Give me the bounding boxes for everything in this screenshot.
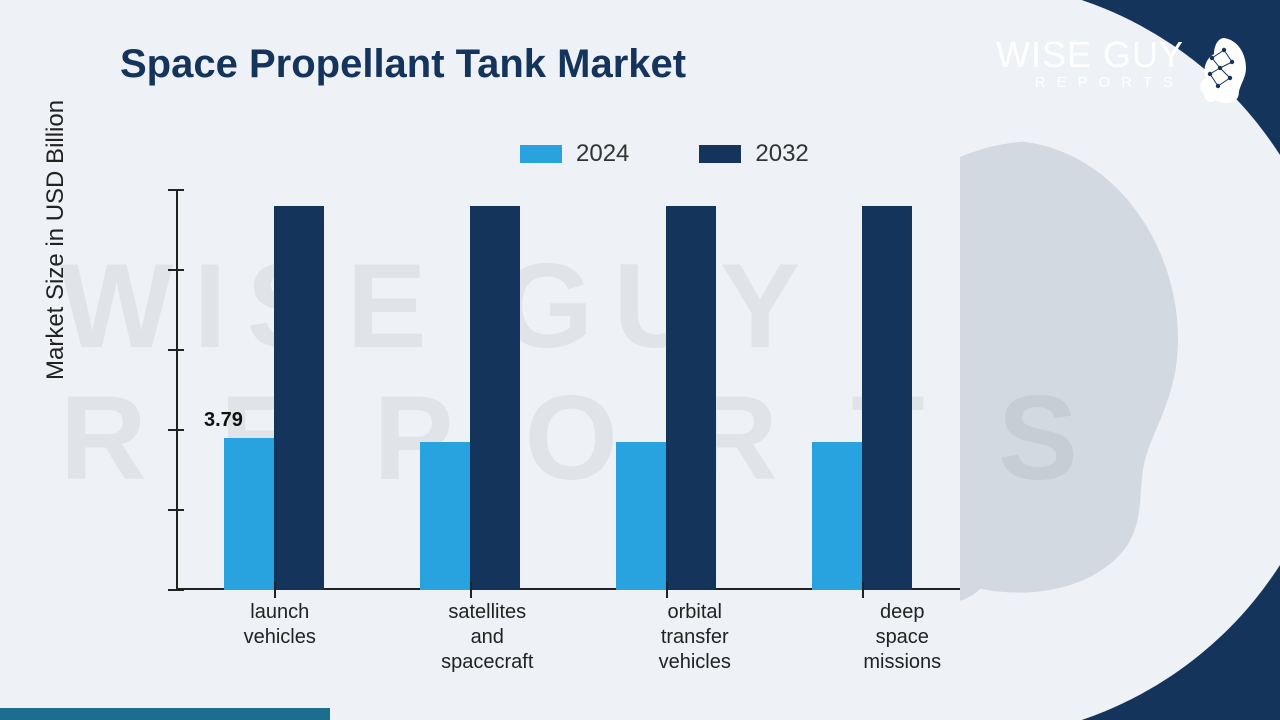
bar-group	[372, 190, 568, 590]
legend-swatch-2032	[699, 145, 741, 163]
bar-2024	[812, 442, 862, 590]
panel-curve	[960, 0, 1280, 720]
bar-2032	[862, 206, 912, 590]
logo-line-2: REPORTS	[996, 74, 1184, 91]
legend-swatch-2024	[520, 145, 562, 163]
bar-2024	[420, 442, 470, 590]
legend-label-2032: 2032	[755, 140, 808, 168]
y-tick	[168, 269, 184, 271]
y-tick	[168, 509, 184, 511]
chart-canvas: WISE GUY R E P O R T S WISE GUY REPORTS …	[0, 0, 1280, 720]
y-tick	[168, 589, 184, 591]
bar-2032	[666, 206, 716, 590]
legend-label-2024: 2024	[576, 140, 629, 168]
x-tick	[666, 582, 668, 598]
x-tick	[862, 582, 864, 598]
bar-group: 3.79	[176, 190, 372, 590]
x-tick	[470, 582, 472, 598]
brand-logo: WISE GUY REPORTS	[996, 34, 1252, 106]
brand-panel	[960, 0, 1280, 720]
x-tick	[274, 582, 276, 598]
x-axis-category-label: deep space missions	[799, 600, 1007, 675]
bar-group	[568, 190, 764, 590]
x-axis-labels: launch vehiclessatellites and spacecraft…	[176, 600, 1006, 675]
x-axis-category-label: satellites and spacecraft	[384, 600, 592, 675]
bar-2024	[224, 438, 274, 590]
bar-pair	[616, 206, 716, 590]
bar-2032	[274, 206, 324, 590]
bar-groups: 3.79	[176, 190, 960, 590]
chart-title: Space Propellant Tank Market	[120, 42, 686, 87]
bar-pair	[812, 206, 912, 590]
legend: 2024 2032	[520, 140, 809, 168]
y-axis-label: Market Size in USD Billion	[42, 100, 70, 380]
bar-pair	[224, 206, 324, 590]
logo-head-icon	[1190, 34, 1252, 106]
bottom-accent-bar	[0, 708, 330, 720]
legend-item-2032: 2032	[699, 140, 808, 168]
bar-2032	[470, 206, 520, 590]
logo-line-1: WISE GUY	[996, 34, 1184, 76]
y-tick	[168, 349, 184, 351]
y-tick	[168, 429, 184, 431]
bar-pair	[420, 206, 520, 590]
plot-area: 3.79	[130, 190, 960, 590]
bar-group	[764, 190, 960, 590]
legend-item-2024: 2024	[520, 140, 629, 168]
bar-2024	[616, 442, 666, 590]
x-axis-category-label: orbital transfer vehicles	[591, 600, 799, 675]
y-tick	[168, 189, 184, 191]
bar-value-label: 3.79	[204, 409, 243, 432]
x-axis-category-label: launch vehicles	[176, 600, 384, 675]
